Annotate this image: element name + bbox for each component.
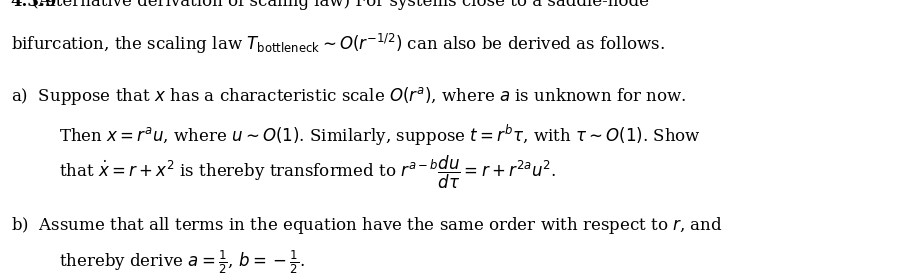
Text: that $\dot{x} = r + x^{2}$ is thereby transformed to $r^{a-b}\dfrac{du}{d\tau} =: that $\dot{x} = r + x^{2}$ is thereby tr… bbox=[59, 154, 556, 191]
Text: (Alternative derivation of scaling law) For systems close to a saddle-node: (Alternative derivation of scaling law) … bbox=[11, 0, 649, 10]
Text: 4.3.9: 4.3.9 bbox=[11, 0, 57, 10]
Text: a)  Suppose that $x$ has a characteristic scale $O(r^{a})$, where $a$ is unknown: a) Suppose that $x$ has a characteristic… bbox=[11, 85, 686, 107]
Text: thereby derive $a = \frac{1}{2}$, $b = -\frac{1}{2}$.: thereby derive $a = \frac{1}{2}$, $b = -… bbox=[59, 249, 305, 276]
Text: bifurcation, the scaling law $T_{\mathrm{bottleneck}} \sim O(r^{-1/2})$ can also: bifurcation, the scaling law $T_{\mathrm… bbox=[11, 32, 665, 56]
Text: b)  Assume that all terms in the equation have the same order with respect to $r: b) Assume that all terms in the equation… bbox=[11, 215, 722, 236]
Text: Then $x = r^{a}u$, where $u\sim O(1)$. Similarly, suppose $t = r^{b}\tau$, with : Then $x = r^{a}u$, where $u\sim O(1)$. S… bbox=[59, 123, 700, 148]
